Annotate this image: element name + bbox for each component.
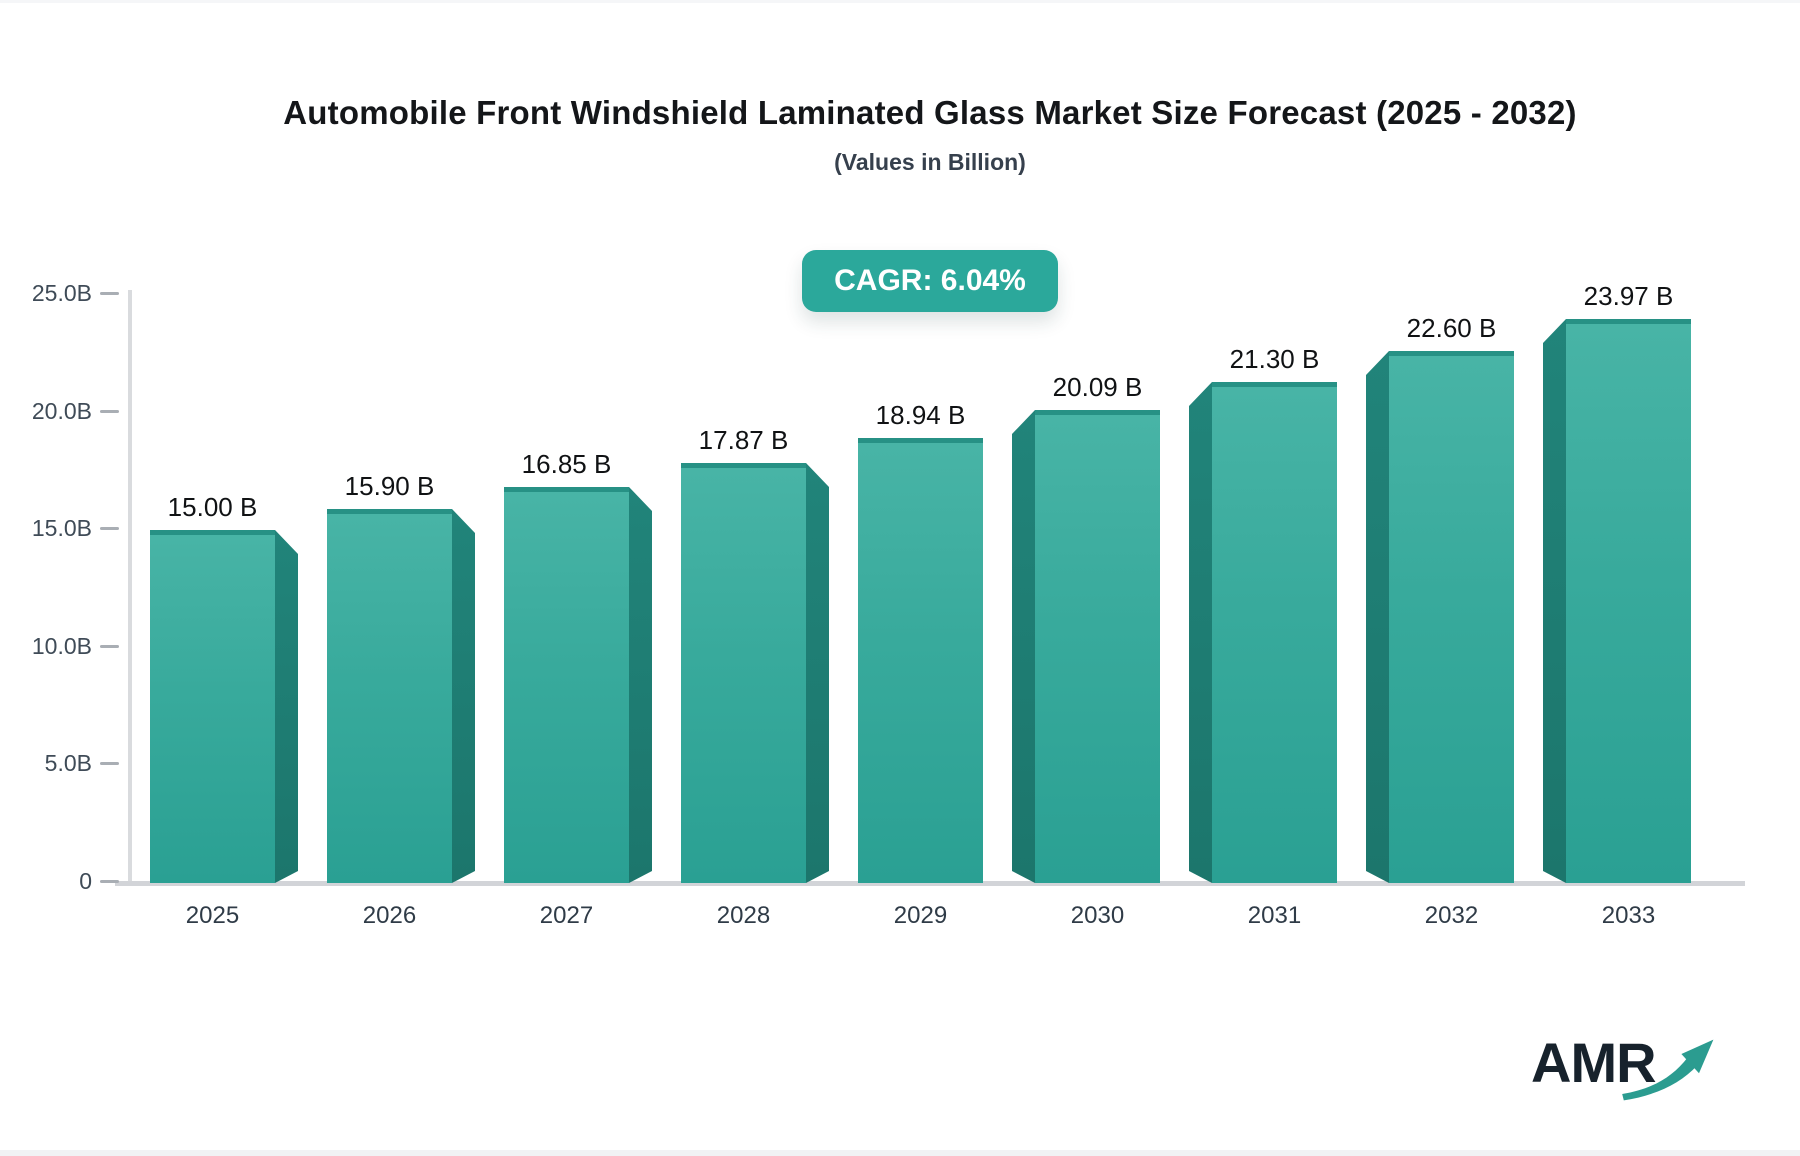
y-axis-tick <box>100 762 119 766</box>
bar-face <box>504 487 629 883</box>
amr-logo: AMR <box>1525 1032 1725 1107</box>
bar-value-label: 18.94 B <box>875 400 966 430</box>
bar-value-label: 22.60 B <box>1406 313 1497 343</box>
bar-value-label: 20.09 B <box>1052 372 1143 402</box>
x-axis-label: 2027 <box>539 902 594 929</box>
y-axis-tick <box>100 409 119 413</box>
page-title: Automobile Front Windshield Laminated Gl… <box>283 94 1577 131</box>
y-axis-label: 10.0B <box>31 632 92 659</box>
y-axis-label: 5.0B <box>44 750 92 777</box>
x-axis-label: 2025 <box>185 902 240 929</box>
bar-side <box>806 463 829 883</box>
x-axis-label: 2030 <box>1070 902 1125 929</box>
bar-face <box>150 530 275 883</box>
y-axis-tick <box>100 292 119 295</box>
bar-side <box>1543 319 1566 883</box>
bar-value-label: 15.90 B <box>344 471 435 501</box>
y-axis-label: 0 <box>79 868 92 894</box>
x-axis-label: 2032 <box>1424 902 1479 929</box>
x-axis-line <box>115 881 1745 886</box>
trend-arrow-icon <box>1622 1039 1714 1101</box>
bar-face <box>858 438 983 883</box>
x-axis-label: 2033 <box>1601 902 1656 929</box>
y-axis-tick <box>100 644 119 648</box>
x-axis-label: 2026 <box>362 902 417 929</box>
y-axis-label: 15.0B <box>31 515 92 542</box>
bar-value-label: 21.30 B <box>1229 344 1320 374</box>
bar-face <box>1566 319 1691 883</box>
bar-face <box>1035 410 1160 883</box>
y-axis-tick <box>100 880 119 883</box>
window-bottom-edge <box>0 1150 1800 1156</box>
bar-face <box>681 463 806 883</box>
bar-side <box>452 509 475 883</box>
bar-side <box>1189 382 1212 883</box>
y-axis-line <box>128 290 132 886</box>
bar-value-label: 23.97 B <box>1583 281 1674 311</box>
window-top-edge <box>0 0 1800 3</box>
page-subtitle: (Values in Billion) <box>834 149 1026 175</box>
bar-value-label: 15.00 B <box>167 492 258 522</box>
bar-side <box>629 487 652 883</box>
cagr-badge: CAGR: 6.04% <box>802 250 1058 312</box>
x-axis-label: 2028 <box>716 902 771 929</box>
x-axis-label: 2031 <box>1247 902 1302 929</box>
bar-side <box>275 530 298 883</box>
bar-value-label: 17.87 B <box>698 425 789 455</box>
bar-side <box>1366 351 1389 883</box>
y-axis-label: 25.0B <box>31 280 92 306</box>
y-axis-label: 20.0B <box>31 397 92 424</box>
bar-side <box>1012 410 1035 883</box>
bar-face <box>327 509 452 883</box>
bar-value-label: 16.85 B <box>521 449 612 479</box>
bar-face <box>1212 382 1337 883</box>
bar-face <box>1389 351 1514 883</box>
amr-logo-text: AMR <box>1531 1031 1657 1094</box>
y-axis-tick <box>100 527 119 531</box>
x-axis-label: 2029 <box>893 902 948 929</box>
cagr-badge-band: CAGR: 6.04% <box>115 250 1745 312</box>
